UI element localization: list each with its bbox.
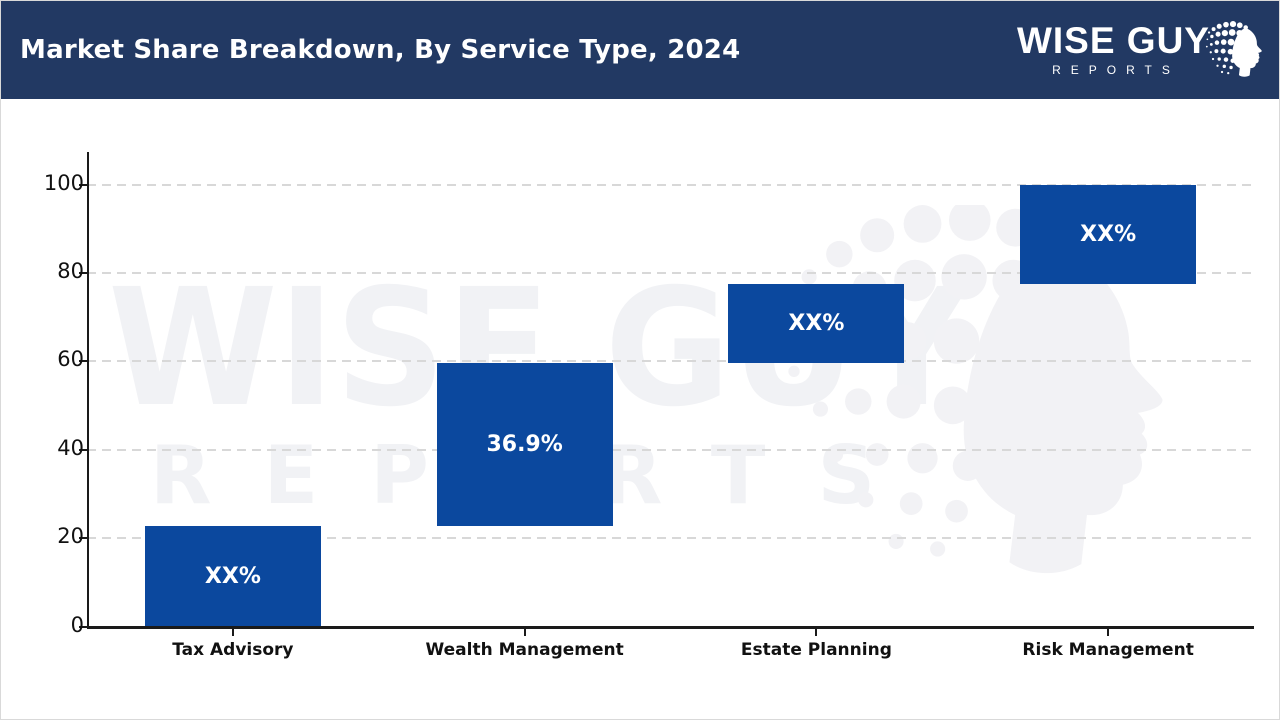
gridline — [87, 448, 1254, 451]
bar-segment: XX% — [728, 284, 905, 364]
bar-value-label: 36.9% — [486, 432, 563, 458]
page-title: Market Share Breakdown, By Service Type,… — [20, 34, 741, 65]
bar-segment: XX% — [1020, 184, 1197, 285]
y-tick-label: 100 — [43, 170, 84, 195]
x-tick-label: Tax Advisory — [172, 639, 294, 660]
x-axis-spine — [87, 626, 1254, 629]
logo-subtitle: REPORTS — [1052, 63, 1180, 77]
x-tick-label: Estate Planning — [740, 639, 892, 660]
x-tick — [231, 628, 234, 636]
y-tick — [79, 360, 87, 363]
wiseguy-logo: WISE GUY REPORTS — [1017, 8, 1266, 92]
bar-segment: 36.9% — [436, 363, 613, 527]
gridline — [87, 537, 1254, 540]
y-tick-label: 20 — [57, 524, 84, 549]
y-tick — [79, 625, 87, 628]
x-tick-label: Risk Management — [1022, 639, 1194, 660]
y-tick-label: 60 — [57, 347, 84, 372]
y-tick — [79, 271, 87, 274]
x-tick — [815, 628, 818, 636]
bar-value-label: XX% — [1080, 221, 1137, 247]
bar-segment: XX% — [144, 526, 321, 627]
bar-value-label: XX% — [204, 563, 261, 589]
logo-wordmark: WISE GUY — [1016, 20, 1210, 61]
y-axis-spine — [87, 152, 89, 629]
bar-value-label: XX% — [788, 311, 845, 337]
x-tick-label: Wealth Management — [425, 639, 624, 660]
y-tick-label: 0 — [70, 612, 84, 637]
x-tick — [523, 628, 526, 636]
wiseguy-face-icon — [1205, 20, 1262, 77]
header-bar: Market Share Breakdown, By Service Type,… — [0, 0, 1280, 99]
y-tick-label: 40 — [57, 435, 84, 460]
gridline — [87, 183, 1254, 186]
y-tick — [79, 537, 87, 540]
y-tick — [79, 183, 87, 186]
gridline — [87, 271, 1254, 274]
y-tick-label: 80 — [57, 258, 84, 283]
x-tick — [1107, 628, 1110, 636]
gridline — [87, 360, 1254, 363]
y-tick — [79, 448, 87, 451]
